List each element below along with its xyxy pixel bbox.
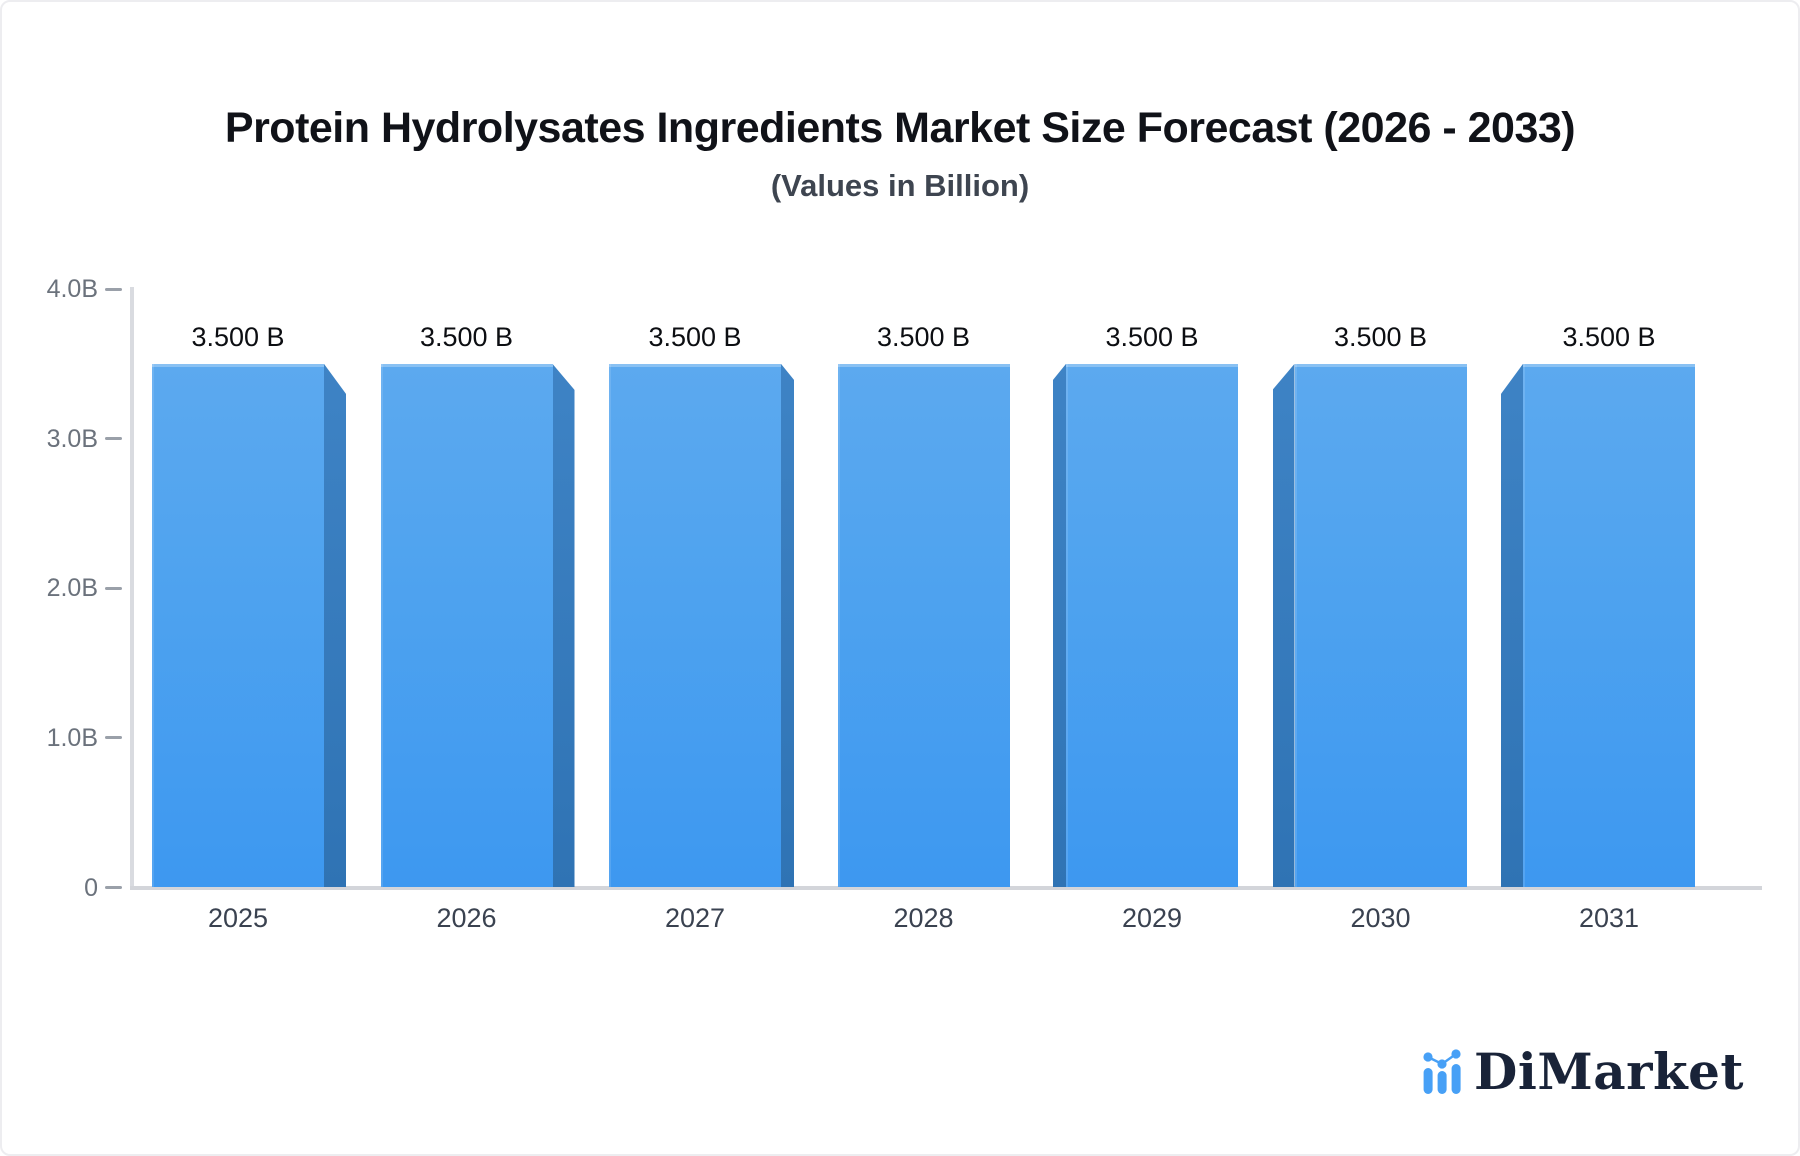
bar-value-label: 3.500 B [191, 321, 285, 352]
x-axis-label: 2028 [893, 903, 954, 933]
bar-2027 [609, 363, 781, 888]
y-tick-mark [105, 437, 122, 441]
y-tick-label: 2.0B [46, 574, 98, 603]
bar-value-label: 3.500 B [1562, 321, 1656, 352]
x-axis-label: 2026 [436, 903, 497, 933]
y-tick-label: 4.0B [46, 275, 98, 304]
bar-2028 [837, 363, 1010, 888]
y-tick-mark [105, 736, 122, 740]
bar-value-label: 3.500 B [419, 321, 514, 352]
x-axis-label: 2031 [1578, 903, 1640, 933]
y-tick-mark [105, 586, 122, 590]
dimarket-logo-icon [1423, 1049, 1461, 1094]
y-axis-line [130, 287, 134, 888]
bar-side-2027 [781, 363, 794, 888]
x-axis-label: 2029 [1121, 903, 1183, 933]
x-axis-line [130, 886, 1762, 890]
bar-value-label: 3.500 B [1333, 321, 1428, 352]
bar-side-2030 [1272, 363, 1295, 888]
y-tick-label: 1.0B [46, 723, 98, 752]
y-tick-label: 3.0B [46, 424, 98, 453]
bar-side-2026 [552, 363, 575, 888]
bar-value-label: 3.500 B [876, 321, 971, 352]
bar-2025 [152, 363, 324, 888]
bar-value-label: 3.500 B [648, 321, 742, 352]
bar-2026 [380, 363, 553, 888]
y-tick-mark [105, 886, 122, 889]
bar-side-2031 [1501, 363, 1523, 888]
brand-logo-text: DiMarket [1474, 1042, 1744, 1101]
chart-subtitle: (Values in Billion) [770, 168, 1030, 203]
y-tick-label: 0 [84, 873, 98, 902]
bar-side-2025 [324, 363, 346, 888]
y-tick-mark [105, 287, 122, 291]
x-axis-label: 2030 [1350, 903, 1411, 933]
bar-2030 [1294, 363, 1467, 888]
chart-title: Protein Hydrolysates Ingredients Market … [224, 104, 1576, 152]
bar-2031 [1523, 363, 1695, 888]
bar-side-2029 [1053, 363, 1066, 888]
bar-value-label: 3.500 B [1105, 321, 1199, 352]
x-axis-label: 2027 [664, 903, 726, 933]
x-axis-label: 2025 [207, 903, 269, 933]
bar-2029 [1066, 363, 1238, 888]
